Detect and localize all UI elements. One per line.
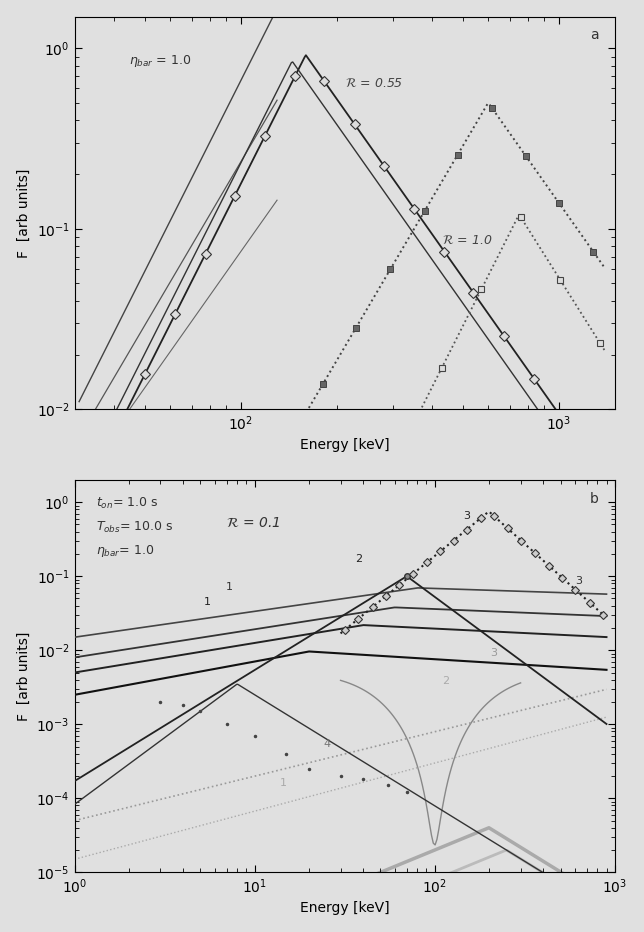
Text: 3: 3 [491, 649, 498, 659]
Y-axis label: F  [arb units]: F [arb units] [17, 631, 31, 720]
Text: 3: 3 [464, 511, 471, 521]
Text: $T_{obs}$= 10.0 s: $T_{obs}$= 10.0 s [96, 520, 174, 535]
Text: 2: 2 [355, 555, 363, 564]
Text: 1: 1 [226, 582, 233, 592]
Text: 3: 3 [575, 576, 582, 586]
Text: $\mathcal{R}$ = 0.55: $\mathcal{R}$ = 0.55 [345, 77, 403, 90]
Text: b: b [590, 492, 598, 506]
Text: a: a [590, 29, 598, 43]
Text: 1: 1 [280, 778, 287, 788]
Text: $\mathcal{R}$ = 0.1: $\mathcal{R}$ = 0.1 [226, 516, 280, 530]
Text: 4: 4 [323, 739, 330, 748]
X-axis label: Energy [keV]: Energy [keV] [300, 438, 390, 452]
Y-axis label: F  [arb units]: F [arb units] [17, 168, 31, 257]
Text: $t_{on}$= 1.0 s: $t_{on}$= 1.0 s [96, 497, 158, 512]
X-axis label: Energy [keV]: Energy [keV] [300, 901, 390, 915]
Text: 2: 2 [442, 676, 449, 686]
Text: $\mathcal{R}$ = 1.0: $\mathcal{R}$ = 1.0 [442, 234, 492, 247]
Text: 1: 1 [204, 597, 211, 608]
Text: $\eta_{bar}$= 1.0: $\eta_{bar}$= 1.0 [96, 543, 155, 559]
Text: $\eta_{bar}$ = 1.0: $\eta_{bar}$ = 1.0 [129, 53, 191, 69]
